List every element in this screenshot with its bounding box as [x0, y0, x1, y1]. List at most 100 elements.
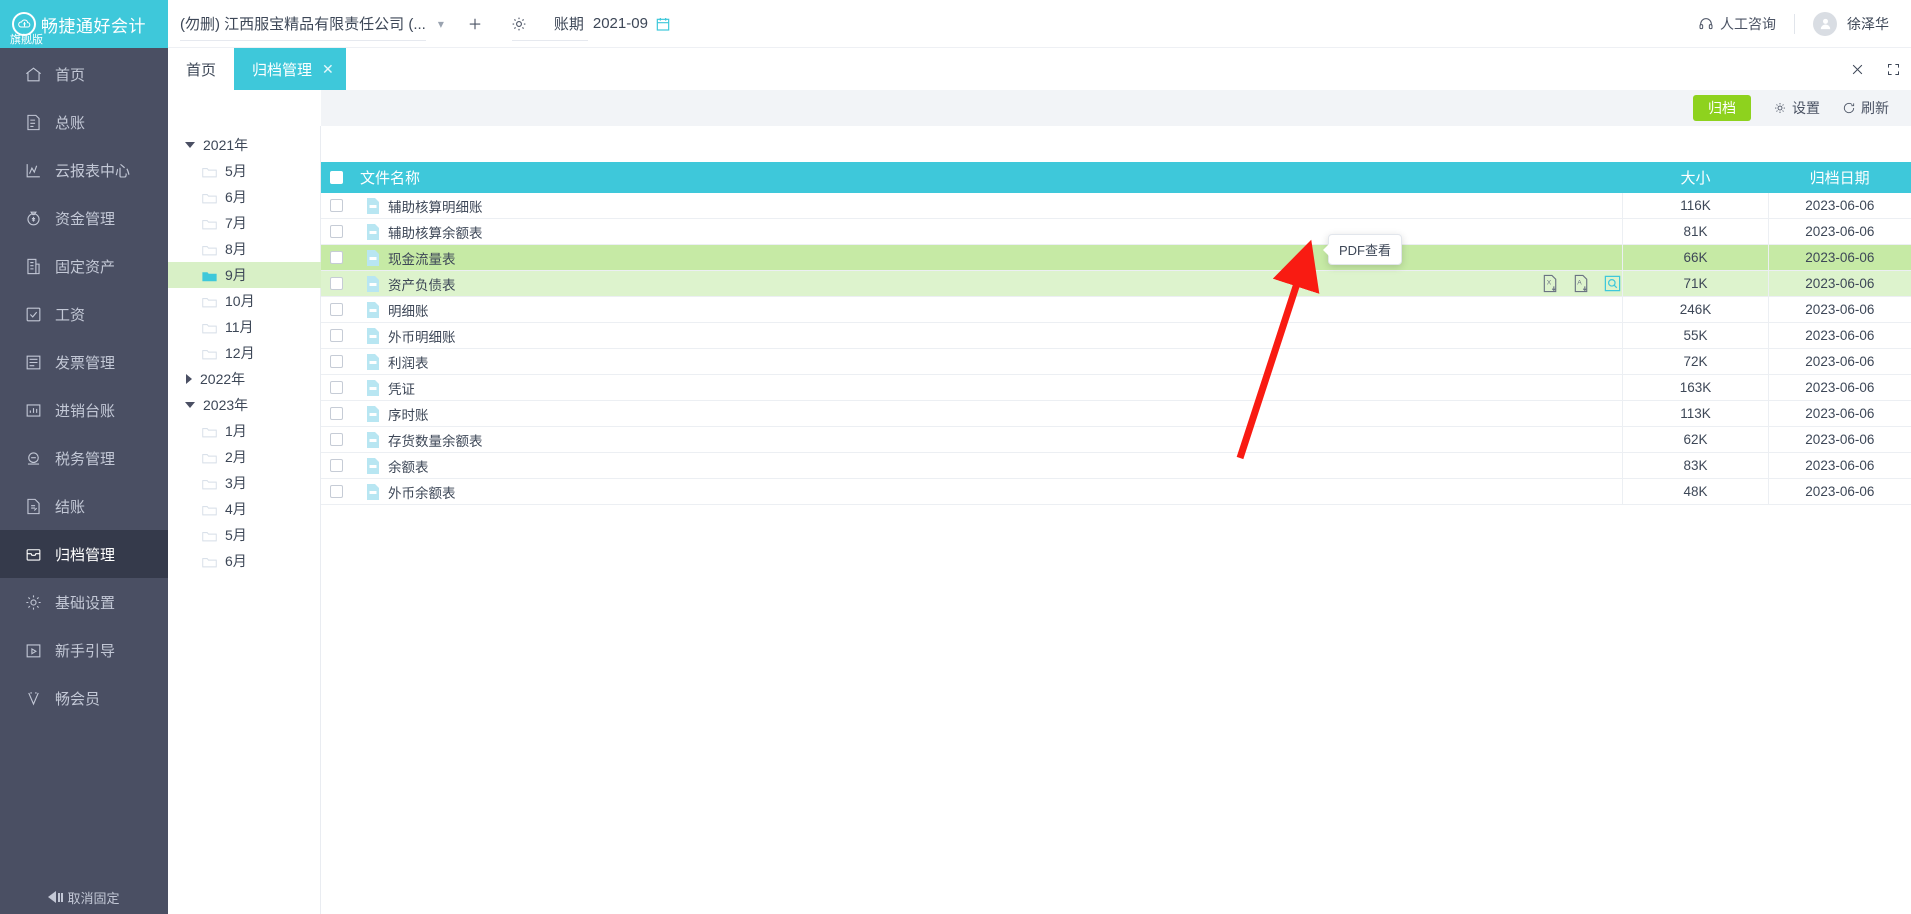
row-checkbox[interactable] [330, 251, 343, 264]
brand-header: 畅捷通好会计 旗舰版 [0, 0, 168, 48]
collapse-label: 取消固定 [67, 890, 120, 906]
table-row-hovered[interactable]: 资产负债表 X A [321, 270, 1911, 297]
tree-node-month[interactable]: 7月 [168, 210, 1911, 236]
sidebar-item-stock-ledger[interactable]: 进销台账 [0, 386, 168, 434]
table-settings-button[interactable]: 设置 [1773, 98, 1820, 118]
table-row[interactable]: 存货数量余额表 62K 2023-06-06 [321, 426, 1911, 453]
chevron-down-icon[interactable] [185, 402, 195, 408]
sidebar-item-general-ledger[interactable]: 总账 [0, 98, 168, 146]
chevron-down-icon[interactable] [185, 142, 195, 148]
table-row-selected[interactable]: 现金流量表 66K 2023-06-06 [321, 244, 1911, 271]
sidebar-item-home[interactable]: 首页 [0, 50, 168, 98]
table-row[interactable]: 辅助核算余额表 81K 2023-06-06 [321, 218, 1911, 245]
sidebar-item-basic-settings[interactable]: 基础设置 [0, 578, 168, 626]
cell-size: 55K [1622, 322, 1769, 349]
row-checkbox[interactable] [330, 485, 343, 498]
table-row[interactable]: 余额表 83K 2023-06-06 [321, 452, 1911, 479]
table-row[interactable]: 外币余额表 48K 2023-06-06 [321, 478, 1911, 505]
row-checkbox[interactable] [330, 407, 343, 420]
file-icon [366, 457, 380, 474]
sidebar-collapse-toggle[interactable]: 取消固定 [0, 880, 168, 914]
folder-icon [202, 477, 217, 490]
folder-icon [202, 425, 217, 438]
period-value[interactable]: 2021-09 [592, 15, 648, 32]
sidebar-item-label: 税务管理 [55, 450, 116, 468]
tree-node-year[interactable]: 2021年 [168, 132, 1911, 158]
topbar-settings-button[interactable] [506, 11, 532, 37]
tree-node-year[interactable]: 2023年 [168, 392, 1911, 418]
table-row[interactable]: 辅助核算明细账 116K 2023-06-06 [321, 193, 1911, 219]
row-checkbox[interactable] [330, 225, 343, 238]
row-checkbox[interactable] [330, 277, 343, 290]
file-icon [366, 223, 380, 240]
sidebar-item-payroll[interactable]: 工资 [0, 290, 168, 338]
table-row[interactable]: 利润表 72K 2023-06-06 [321, 348, 1911, 375]
refresh-button[interactable]: 刷新 [1842, 98, 1889, 118]
sidebar-item-label: 结账 [55, 498, 86, 516]
sidebar-item-beginner-guide[interactable]: 新手引导 [0, 626, 168, 674]
sidebar-item-fixed-assets[interactable]: 固定资产 [0, 242, 168, 290]
chevron-right-icon[interactable] [186, 374, 192, 384]
tree-node-month[interactable]: 1月 [168, 418, 1911, 444]
tree-node-month[interactable]: 6月 [168, 184, 1911, 210]
sidebar-item-settlement[interactable]: 结账 [0, 482, 168, 530]
sidebar-item-tax-management[interactable]: 税务管理 [0, 434, 168, 482]
avatar[interactable] [1813, 11, 1837, 36]
calendar-icon[interactable] [655, 16, 671, 32]
table-row[interactable]: 明细账 246K 2023-06-06 [321, 296, 1911, 323]
sidebar-item-vip-member[interactable]: 畅会员 [0, 674, 168, 722]
folder-icon [202, 451, 217, 464]
pdf-download-icon[interactable]: A [1572, 274, 1591, 293]
select-all-checkbox[interactable] [330, 171, 343, 184]
sidebar-item-fund-management[interactable]: 资金管理 [0, 194, 168, 242]
tree-node-month[interactable]: 11月 [168, 314, 1911, 340]
file-name: 现金流量表 [388, 251, 456, 267]
tree-node-month[interactable]: 10月 [168, 288, 1911, 314]
row-checkbox[interactable] [330, 381, 343, 394]
column-header-size: 大小 [1622, 162, 1769, 193]
tree-node-month[interactable]: 5月 [168, 158, 1911, 184]
pdf-view-icon[interactable] [1603, 274, 1622, 293]
row-checkbox[interactable] [330, 433, 343, 446]
tree-node-month[interactable]: 5月 [168, 522, 1911, 548]
sidebar-item-label: 畅会员 [55, 690, 101, 708]
row-checkbox[interactable] [330, 329, 343, 342]
tree-node-month[interactable]: 2月 [168, 444, 1911, 470]
table-row[interactable]: 序时账 113K 2023-06-06 [321, 400, 1911, 427]
table-row[interactable]: 凭证 163K 2023-06-06 [321, 374, 1911, 401]
excel-download-icon[interactable]: X [1541, 274, 1560, 293]
folder-icon [202, 243, 217, 256]
company-selector[interactable]: (勿删) 江西服宝精品有限责任公司 (... ▾ [180, 13, 444, 34]
support-label: 人工咨询 [1720, 15, 1776, 32]
tree-node-month[interactable]: 8月 [168, 236, 1911, 262]
tree-node-month[interactable]: 3月 [168, 470, 1911, 496]
add-company-button[interactable] [462, 11, 488, 37]
tree-node-month[interactable]: 6月 [168, 548, 1911, 574]
sidebar-item-cloud-reports[interactable]: 云报表中心 [0, 146, 168, 194]
tree-node-year[interactable]: 2022年 [168, 366, 1911, 392]
close-panel-button[interactable] [1839, 48, 1875, 90]
fullscreen-button[interactable] [1875, 48, 1911, 90]
tree-node-label: 12月 [225, 345, 255, 361]
close-icon[interactable]: ✕ [322, 60, 334, 77]
sidebar-item-archive-management[interactable]: 归档管理 [0, 530, 168, 578]
sidebar-item-invoice-management[interactable]: 发票管理 [0, 338, 168, 386]
cell-date: 2023-06-06 [1767, 244, 1911, 271]
tab-home[interactable]: 首页 [168, 48, 234, 90]
tab-archive-management[interactable]: 归档管理 ✕ [234, 48, 346, 90]
support-button[interactable]: 人工咨询 [1698, 14, 1776, 34]
cell-date: 2023-06-06 [1767, 270, 1911, 297]
tree-node-month[interactable]: 4月 [168, 496, 1911, 522]
archive-icon [22, 543, 44, 565]
tree-node-label: 6月 [225, 189, 247, 205]
table-row[interactable]: 外币明细账 55K 2023-06-06 [321, 322, 1911, 349]
row-checkbox[interactable] [330, 303, 343, 316]
archive-button[interactable]: 归档 [1693, 95, 1751, 121]
row-checkbox[interactable] [330, 459, 343, 472]
row-checkbox[interactable] [330, 355, 343, 368]
tree-node-month[interactable]: 12月 [168, 340, 1911, 366]
username[interactable]: 徐泽华 [1847, 15, 1889, 32]
row-checkbox[interactable] [330, 199, 343, 212]
folder-open-icon [202, 269, 217, 282]
